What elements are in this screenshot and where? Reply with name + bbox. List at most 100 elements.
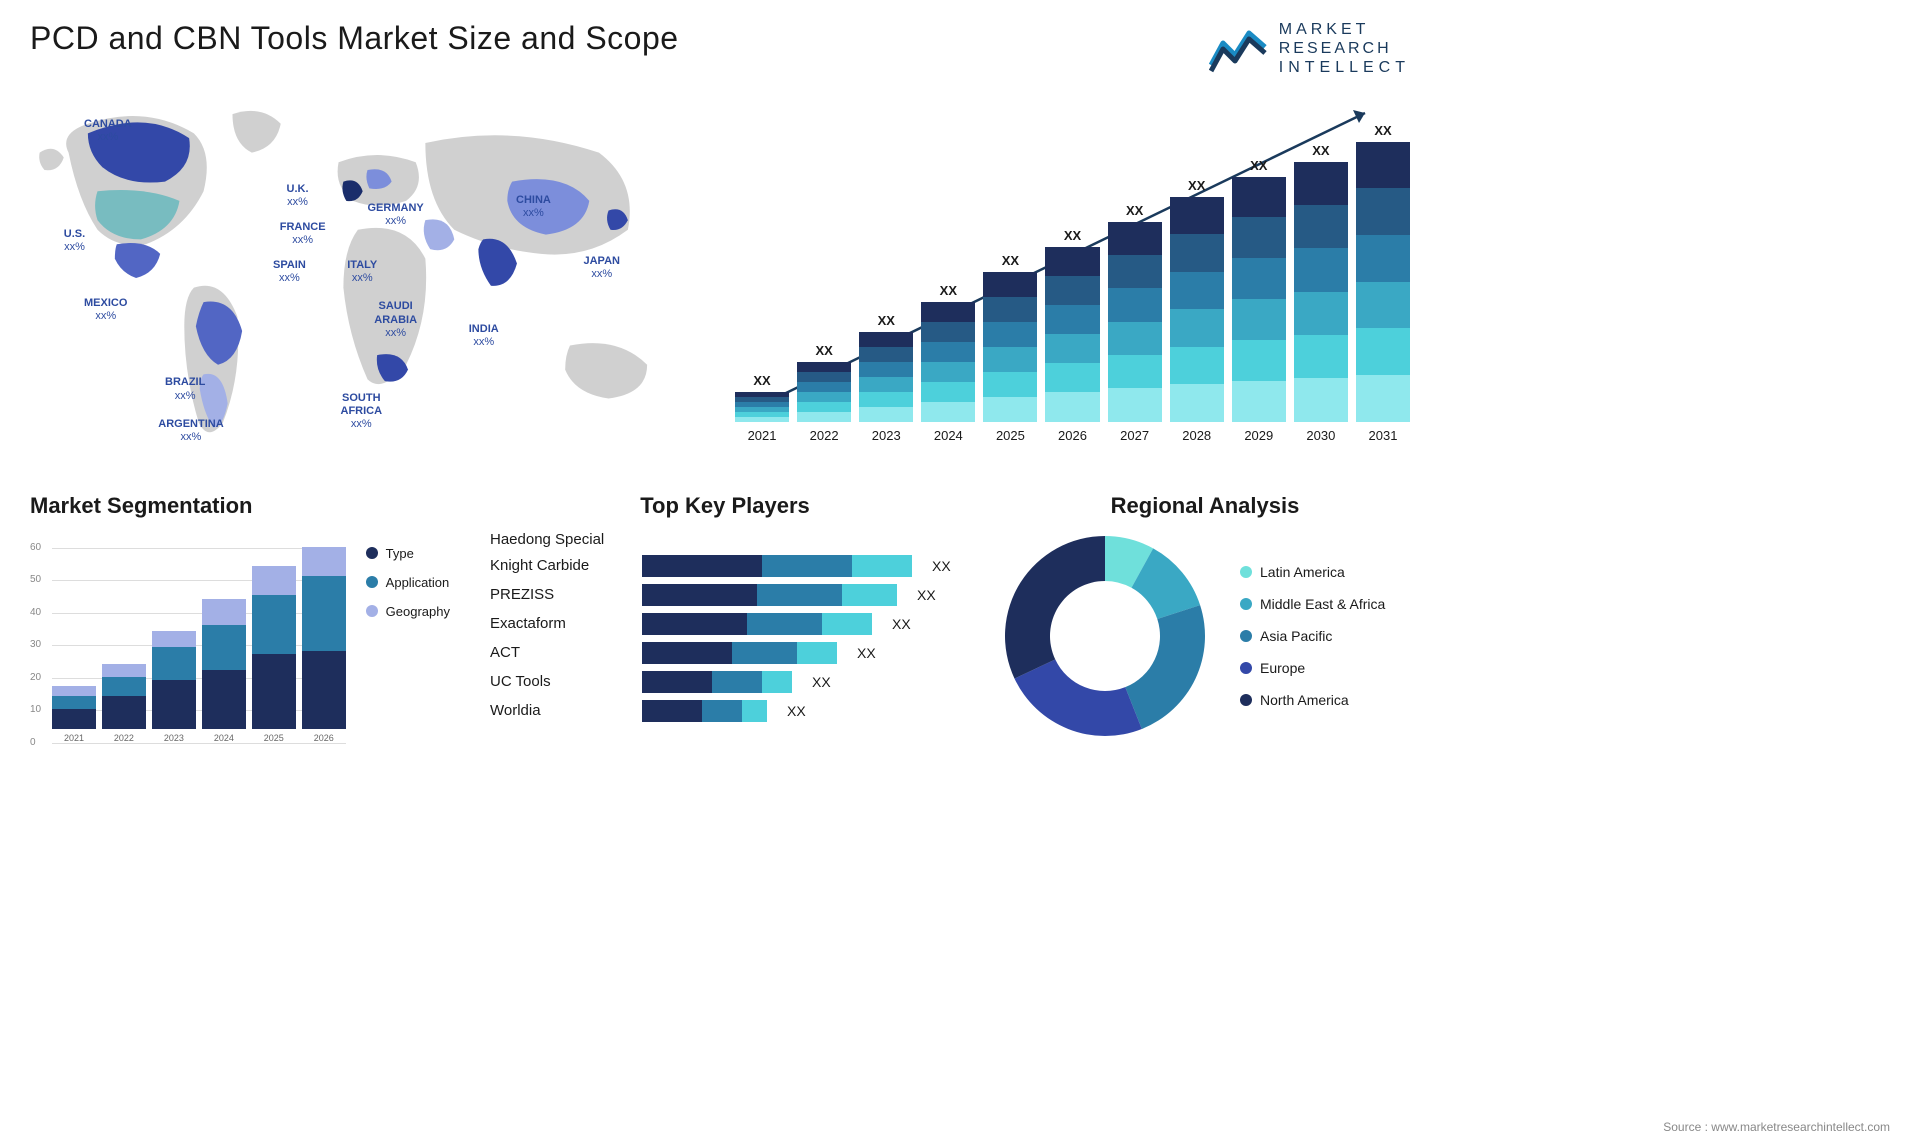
bar-2022: XX 2022 xyxy=(797,343,851,443)
world-map: CANADAxx%U.S.xx%MEXICOxx%BRAZILxx%ARGENT… xyxy=(30,88,705,468)
main-bars: XX2021XX2022XX2023XX2024XX2025XX2026XX20… xyxy=(735,123,1410,443)
player-name: Knight Carbide xyxy=(490,557,630,574)
map-label-canada: CANADAxx% xyxy=(84,118,132,144)
bar-year: 2030 xyxy=(1306,428,1335,443)
legend-application: Application xyxy=(366,575,450,590)
logo-line1: MARKET xyxy=(1279,20,1410,39)
market-size-chart: XX2021XX2022XX2023XX2024XX2025XX2026XX20… xyxy=(735,88,1410,468)
logo-line2: RESEARCH xyxy=(1279,39,1410,58)
map-label-italy: ITALYxx% xyxy=(347,259,377,285)
player-preziss: PREZISS XX xyxy=(490,584,960,606)
map-label-japan: JAPANxx% xyxy=(584,255,620,281)
player-worldia: WorldiaXX xyxy=(490,700,960,722)
bar-year: 2027 xyxy=(1120,428,1149,443)
region-latin-america: Latin America xyxy=(1240,564,1385,580)
bar-value: XX xyxy=(1002,253,1019,268)
header: PCD and CBN Tools Market Size and Scope … xyxy=(30,20,1410,78)
region-asia-pacific: Asia Pacific xyxy=(1240,628,1385,644)
segmentation-chart: 0102030405060 202120222023202420252026 xyxy=(30,531,346,761)
region-north-america: North America xyxy=(1240,692,1385,708)
seg-bar-2026: 2026 xyxy=(302,547,346,743)
player-value: XX xyxy=(892,616,911,632)
regional-title: Regional Analysis xyxy=(1000,493,1410,519)
bar-year: 2021 xyxy=(748,428,777,443)
bar-2030: XX 2030 xyxy=(1294,143,1348,443)
bar-year: 2022 xyxy=(810,428,839,443)
row-2: Market Segmentation 0102030405060 202120… xyxy=(30,493,1410,761)
player-act: ACT XX xyxy=(490,642,960,664)
map-label-india: INDIAxx% xyxy=(469,323,499,349)
map-label-southafrica: SOUTHAFRICAxx% xyxy=(341,392,383,432)
key-players-section: Top Key Players Haedong Special Knight Ca… xyxy=(490,493,960,761)
map-label-spain: SPAINxx% xyxy=(273,259,306,285)
logo-icon xyxy=(1209,25,1269,73)
bar-value: XX xyxy=(753,373,770,388)
player-haedong-special: Haedong Special xyxy=(490,531,960,548)
logo-text: MARKET RESEARCH INTELLECT xyxy=(1279,20,1410,78)
regional-donut xyxy=(1000,531,1210,741)
players-title: Top Key Players xyxy=(490,493,960,519)
bar-2024: XX 2024 xyxy=(921,283,975,443)
bar-value: XX xyxy=(878,313,895,328)
bar-value: XX xyxy=(1374,123,1391,138)
bar-2029: XX2029 xyxy=(1232,158,1286,443)
legend-type: Type xyxy=(366,546,450,561)
donut-slice-europe xyxy=(1015,659,1142,736)
player-name: Exactaform xyxy=(490,615,630,632)
bar-year: 2028 xyxy=(1182,428,1211,443)
map-label-saudiarabia: SAUDIARABIAxx% xyxy=(374,300,417,340)
map-label-uk: U.K.xx% xyxy=(287,183,309,209)
map-label-china: CHINAxx% xyxy=(516,194,551,220)
bar-2027: XX 2027 xyxy=(1108,203,1162,443)
region-middle-east-africa: Middle East & Africa xyxy=(1240,596,1385,612)
bar-2025: XX2025 xyxy=(983,253,1037,443)
donut-slice-asia-pacific xyxy=(1125,605,1205,729)
bar-value: XX xyxy=(815,343,832,358)
row-1: CANADAxx%U.S.xx%MEXICOxx%BRAZILxx%ARGENT… xyxy=(30,88,1410,468)
player-name: ACT xyxy=(490,644,630,661)
donut-slice-north-america xyxy=(1005,536,1105,679)
player-value: XX xyxy=(917,587,936,603)
bar-2031: XX 2031 xyxy=(1356,123,1410,443)
map-label-us: U.S.xx% xyxy=(64,228,85,254)
player-exactaform: Exactaform XX xyxy=(490,613,960,635)
map-label-germany: GERMANYxx% xyxy=(368,202,424,228)
player-value: XX xyxy=(812,674,831,690)
segmentation-title: Market Segmentation xyxy=(30,493,450,519)
bar-value: XX xyxy=(1064,228,1081,243)
bar-2028: XX 2028 xyxy=(1170,178,1224,443)
regional-section: Regional Analysis Latin America Middle Ea… xyxy=(1000,493,1410,761)
bar-value: XX xyxy=(1126,203,1143,218)
segmentation-legend: Type Application Geography xyxy=(366,531,450,761)
bar-value: XX xyxy=(940,283,957,298)
bar-2021: XX 2021 xyxy=(735,373,789,443)
seg-bar-2022: 2022 xyxy=(102,664,146,743)
brand-logo: MARKET RESEARCH INTELLECT xyxy=(1209,20,1410,78)
seg-bar-2021: 2021 xyxy=(52,686,96,742)
bar-year: 2031 xyxy=(1369,428,1398,443)
bar-year: 2024 xyxy=(934,428,963,443)
players-chart: Haedong Special Knight Carbide XX PREZISS XX… xyxy=(490,531,960,722)
player-name: UC Tools xyxy=(490,673,630,690)
player-value: XX xyxy=(857,645,876,661)
seg-bar-2025: 2025 xyxy=(252,566,296,743)
map-label-brazil: BRAZILxx% xyxy=(165,376,205,402)
segmentation-section: Market Segmentation 0102030405060 202120… xyxy=(30,493,450,761)
seg-bar-2024: 2024 xyxy=(202,599,246,743)
seg-bar-2023: 2023 xyxy=(152,631,196,743)
bar-value: XX xyxy=(1188,178,1205,193)
bar-year: 2023 xyxy=(872,428,901,443)
map-label-argentina: ARGENTINAxx% xyxy=(158,418,223,444)
region-europe: Europe xyxy=(1240,660,1385,676)
regional-legend: Latin America Middle East & Africa Asia Pa… xyxy=(1240,564,1385,708)
player-value: XX xyxy=(932,558,951,574)
player-name: PREZISS xyxy=(490,586,630,603)
bar-2026: XX2026 xyxy=(1045,228,1099,443)
legend-geography: Geography xyxy=(366,604,450,619)
logo-line3: INTELLECT xyxy=(1279,58,1410,77)
page-title: PCD and CBN Tools Market Size and Scope xyxy=(30,20,679,57)
player-uc-tools: UC Tools XX xyxy=(490,671,960,693)
player-knight-carbide: Knight Carbide XX xyxy=(490,555,960,577)
map-label-france: FRANCExx% xyxy=(280,221,326,247)
bar-value: XX xyxy=(1312,143,1329,158)
